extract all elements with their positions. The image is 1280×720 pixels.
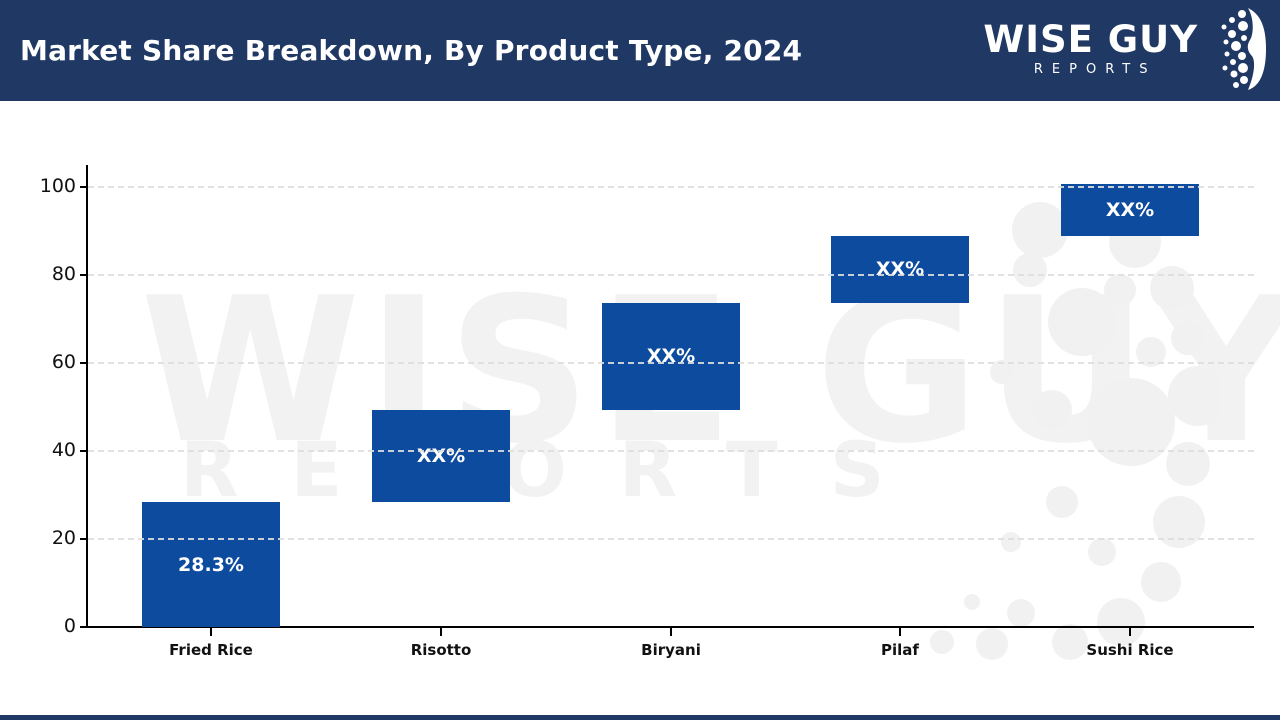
watermark-reports: REPORTS — [180, 425, 937, 514]
bar-value-label-pilaf: XX% — [875, 258, 925, 281]
gridline-20 — [88, 538, 1254, 540]
bar-risotto: XX% — [372, 410, 510, 503]
bar-value-label-biryani: XX% — [646, 345, 696, 368]
brand-logo: WISE GUY REPORTS — [983, 6, 1266, 92]
category-label-fried-rice: Fried Rice — [169, 641, 253, 659]
y-tick-20 — [80, 538, 88, 540]
page-title: Market Share Breakdown, By Product Type,… — [20, 34, 803, 67]
bar-pilaf: XX% — [831, 235, 969, 303]
brand-wordmark: WISE GUY — [983, 18, 1198, 62]
brand-face-dots-icon — [1221, 8, 1266, 90]
gridline-100 — [88, 186, 1254, 188]
x-tick-biryani — [670, 628, 672, 636]
y-tick-label-100: 100 — [39, 175, 76, 197]
gridline-40 — [88, 450, 1254, 452]
x-tick-sushi-rice — [1129, 628, 1131, 636]
y-tick-80 — [80, 274, 88, 276]
category-label-pilaf: Pilaf — [881, 641, 919, 659]
brand-text: WISE GUY REPORTS — [983, 18, 1198, 77]
gridline-60 — [88, 362, 1254, 364]
y-tick-label-80: 80 — [51, 263, 76, 285]
y-tick-0 — [80, 626, 88, 628]
bar-fried-rice: 28.3% — [142, 502, 280, 627]
y-tick-label-40: 40 — [51, 439, 76, 461]
x-tick-fried-rice — [210, 628, 212, 636]
y-tick-label-0: 0 — [63, 615, 76, 637]
y-tick-40 — [80, 450, 88, 452]
x-axis-spine — [86, 626, 1254, 628]
gridline-80 — [88, 274, 1254, 276]
category-label-sushi-rice: Sushi Rice — [1086, 641, 1174, 659]
category-label-risotto: Risotto — [410, 641, 472, 659]
x-tick-risotto — [440, 628, 442, 636]
bar-value-label-risotto: XX% — [416, 445, 466, 468]
footer-bar — [0, 715, 1280, 720]
bar-sushi-rice: XX% — [1061, 183, 1199, 236]
y-tick-60 — [80, 362, 88, 364]
y-tick-100 — [80, 186, 88, 188]
y-axis-spine — [86, 165, 88, 628]
bar-value-label-sushi-rice: XX% — [1105, 198, 1155, 221]
category-label-biryani: Biryani — [641, 641, 701, 659]
bar-value-label-fried-rice: 28.3% — [178, 553, 244, 576]
y-tick-label-20: 20 — [51, 527, 76, 549]
header-bar: Market Share Breakdown, By Product Type,… — [0, 0, 1280, 101]
bar-biryani: XX% — [602, 302, 740, 411]
x-tick-pilaf — [899, 628, 901, 636]
brand-reports-label: REPORTS — [1033, 61, 1157, 77]
y-tick-label-60: 60 — [51, 351, 76, 373]
